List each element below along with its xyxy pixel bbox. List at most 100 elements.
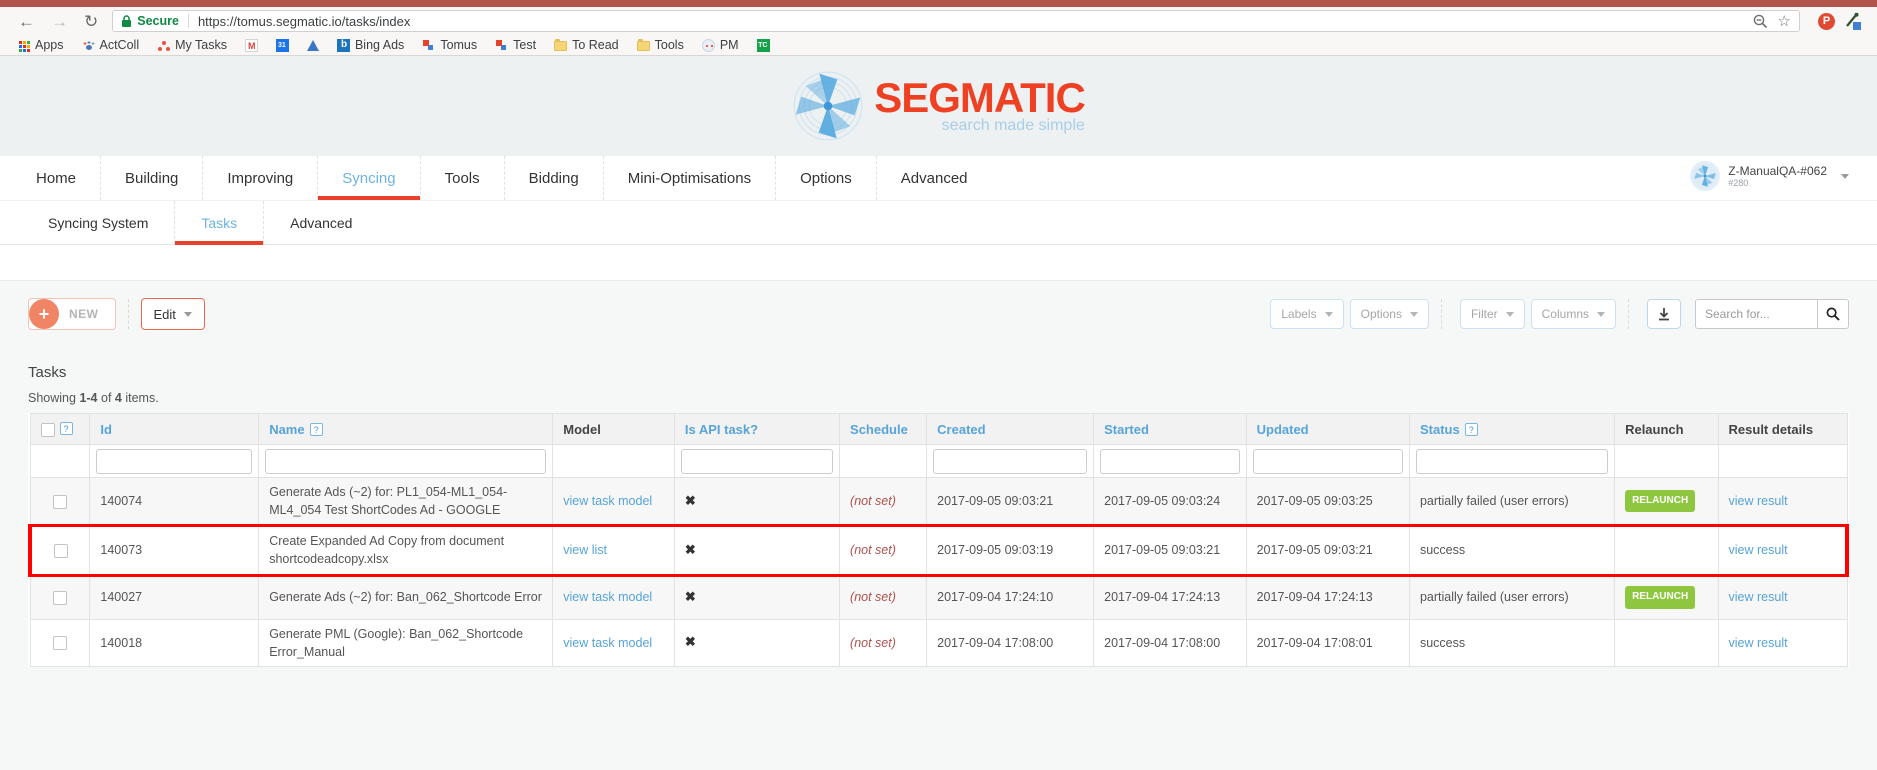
- filter-input-started[interactable]: [1100, 448, 1240, 474]
- main-nav-tab-tools[interactable]: Tools: [419, 156, 504, 200]
- relaunch-button[interactable]: RELAUNCH: [1625, 489, 1696, 513]
- column-header-label-status[interactable]: Status: [1419, 421, 1460, 437]
- bookmark-item[interactable]: [244, 38, 258, 52]
- bookmark-item[interactable]: [306, 39, 319, 51]
- forward-icon[interactable]: →: [51, 11, 68, 31]
- row-checkbox[interactable]: [52, 636, 67, 651]
- task-status-cell: partially failed (user errors): [1408, 476, 1616, 527]
- bookmark-item[interactable]: Bing Ads: [336, 38, 404, 52]
- relaunch-button[interactable]: RELAUNCH: [1625, 586, 1696, 609]
- chevron-down-icon: [1505, 311, 1514, 317]
- row-checkbox[interactable]: [52, 591, 67, 606]
- main-nav-tab-syncing[interactable]: Syncing: [317, 156, 421, 200]
- main-nav-tab-improving[interactable]: Improving: [202, 156, 317, 200]
- task-updated-cell: 2017-09-05 09:03:21: [1245, 524, 1410, 577]
- task-status-cell: partially failed (user errors): [1408, 574, 1616, 620]
- address-bar[interactable]: Secure https://tomus.segmatic.io/tasks/i…: [112, 10, 1800, 32]
- filter-input-api[interactable]: [680, 448, 834, 474]
- back-icon[interactable]: ←: [18, 11, 35, 31]
- column-header-label-started[interactable]: Started: [1104, 421, 1149, 437]
- eyedropper-icon[interactable]: [1843, 12, 1861, 30]
- new-button[interactable]: + NEW: [28, 298, 116, 330]
- filter-input-created[interactable]: [933, 448, 1088, 474]
- bookmark-item[interactable]: PM: [701, 38, 739, 52]
- options-dropdown[interactable]: Options: [1349, 299, 1429, 329]
- view-result-link[interactable]: view result: [1728, 635, 1788, 650]
- bookmark-label: Apps: [35, 38, 64, 52]
- model-link[interactable]: view task model: [563, 494, 653, 509]
- column-header-model: Model: [552, 413, 675, 445]
- filter-dropdown[interactable]: Filter: [1459, 299, 1525, 329]
- task-updated-cell: 2017-09-04 17:24:13: [1245, 574, 1410, 620]
- task-updated-cell: 2017-09-04 17:08:01: [1245, 618, 1410, 667]
- bookmark-item[interactable]: My Tasks: [157, 38, 227, 52]
- model-link[interactable]: view list: [563, 543, 608, 558]
- page-title: Tasks: [28, 364, 67, 381]
- filter-cell-result: [1717, 444, 1848, 478]
- select-all-checkbox[interactable]: [40, 422, 55, 437]
- column-header-label-id[interactable]: Id: [100, 421, 112, 437]
- labels-dropdown[interactable]: Labels: [1270, 299, 1344, 329]
- main-nav-tab-options[interactable]: Options: [775, 156, 876, 200]
- filter-cell-name: [258, 444, 554, 478]
- options-dropdown-label: Options: [1360, 307, 1402, 321]
- download-button[interactable]: [1647, 299, 1681, 329]
- main-nav-tab-home[interactable]: Home: [36, 169, 77, 187]
- browser-toolbar: ← → ↻ Secure https://tomus.segmatic.io/t…: [0, 7, 1877, 35]
- sub-nav-tab-tasks[interactable]: Tasks: [174, 201, 263, 245]
- actions-toolbar: + NEW Edit Labels Options Filter: [28, 281, 1849, 330]
- filter-input-id[interactable]: [96, 448, 253, 474]
- bookmark-item[interactable]: To Read: [554, 38, 619, 52]
- filter-input-updated[interactable]: [1252, 448, 1403, 474]
- task-id-cell: 140073: [89, 524, 260, 577]
- search-input[interactable]: [1695, 299, 1817, 329]
- filter-input-status[interactable]: [1415, 448, 1609, 474]
- bookmark-item[interactable]: [275, 38, 289, 52]
- row-checkbox[interactable]: [52, 494, 67, 509]
- main-nav-tab-mini-optimisations[interactable]: Mini-Optimisations: [602, 156, 775, 200]
- reload-icon[interactable]: ↻: [84, 11, 99, 31]
- filter-cell-schedule: [839, 444, 928, 478]
- bookmark-item[interactable]: Tomus: [422, 38, 477, 52]
- column-header-updated: Updated: [1245, 413, 1410, 445]
- zoom-out-icon[interactable]: [1753, 14, 1768, 29]
- view-result-link[interactable]: view result: [1728, 543, 1788, 558]
- table-header-row: ? Id Name? Model Is API task? Schedule Created…: [29, 413, 1848, 445]
- view-result-link[interactable]: view result: [1728, 590, 1788, 605]
- filter-input-name[interactable]: [265, 448, 547, 474]
- task-schedule-cell: (not set): [839, 574, 928, 620]
- model-link[interactable]: view task model: [563, 635, 653, 650]
- tasks-table: ? Id Name? Model Is API task? Schedule Created…: [28, 413, 1849, 667]
- model-link[interactable]: view task model: [563, 590, 653, 605]
- bookmark-star-icon[interactable]: ☆: [1777, 13, 1791, 30]
- user-menu[interactable]: Z-ManualQA-#062 #280: [1690, 161, 1849, 191]
- segmatic-logo[interactable]: SEGMATIC search made simple: [792, 70, 1086, 142]
- url-text[interactable]: https://tomus.segmatic.io/tasks/index: [197, 13, 411, 29]
- bookmark-item[interactable]: [756, 38, 770, 52]
- brand-wordmark: SEGMATIC: [874, 74, 1086, 121]
- column-header-label-created[interactable]: Created: [937, 421, 986, 437]
- sub-nav-tab-advanced[interactable]: Advanced: [263, 201, 378, 244]
- bookmark-item[interactable]: ActColl: [82, 38, 139, 52]
- bookmark-item[interactable]: Tools: [636, 38, 684, 52]
- extension-p-icon[interactable]: P: [1818, 12, 1835, 30]
- filter-cell-model: [552, 444, 675, 478]
- main-nav-tab-bidding[interactable]: Bidding: [503, 156, 603, 200]
- view-result-link[interactable]: view result: [1728, 494, 1788, 509]
- select-all-header-cell: ?: [29, 413, 91, 445]
- column-header-label-api[interactable]: Is API task?: [684, 421, 759, 437]
- columns-dropdown[interactable]: Columns: [1530, 299, 1616, 329]
- search-button[interactable]: [1817, 299, 1849, 329]
- column-header-label-name[interactable]: Name: [269, 421, 305, 437]
- content-area: + NEW Edit Labels Options Filter: [0, 281, 1877, 770]
- edit-button[interactable]: Edit: [140, 298, 205, 330]
- bookmark-item[interactable]: Test: [495, 38, 536, 52]
- main-nav-tab-building[interactable]: Building: [100, 156, 202, 200]
- row-checkbox[interactable]: [53, 544, 68, 559]
- sub-nav-tab-syncing-system[interactable]: Syncing System: [48, 214, 149, 231]
- column-header-label-updated[interactable]: Updated: [1256, 421, 1309, 437]
- summary-of: of: [101, 391, 112, 405]
- main-nav-tab-advanced[interactable]: Advanced: [875, 156, 992, 200]
- column-header-label-schedule[interactable]: Schedule: [850, 421, 908, 437]
- bookmark-item[interactable]: Apps: [17, 38, 64, 52]
